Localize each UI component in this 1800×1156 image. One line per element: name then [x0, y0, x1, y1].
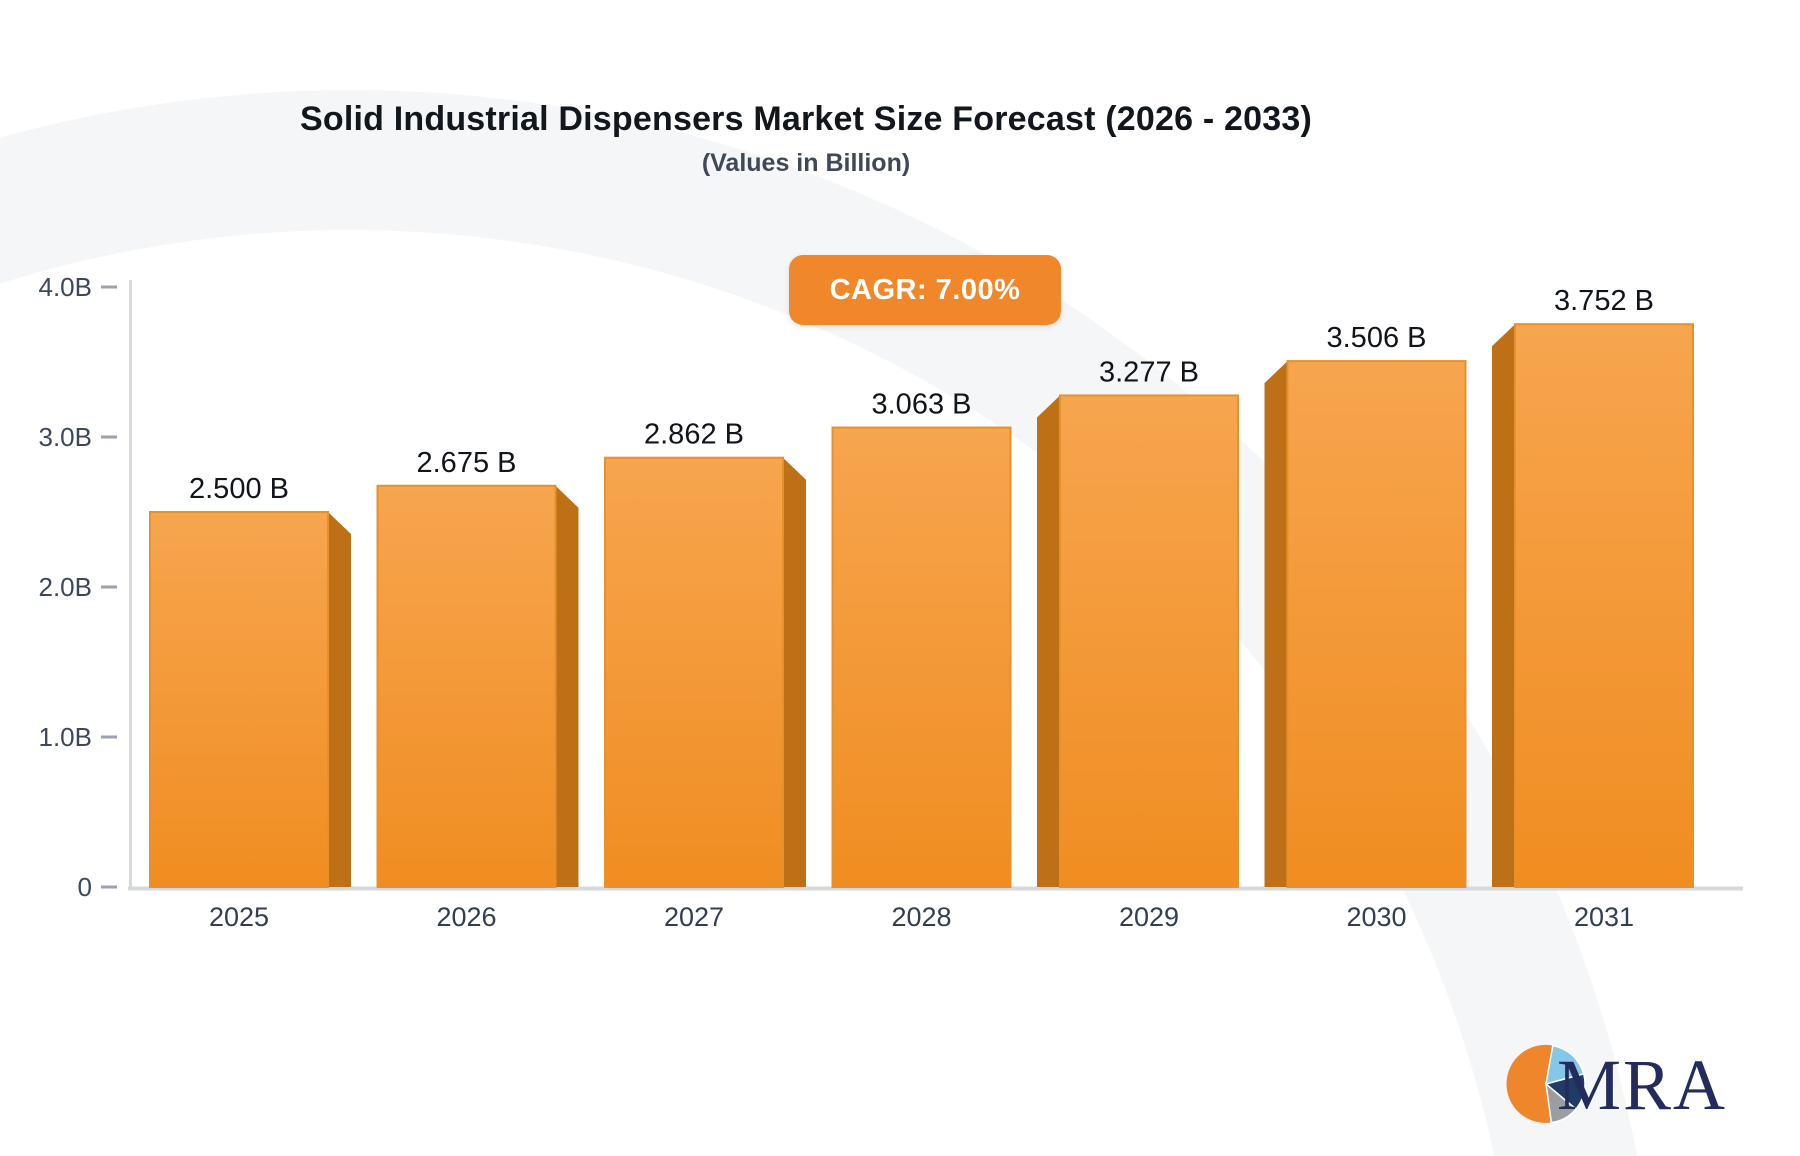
bar-side-panel: [1037, 395, 1060, 887]
x-axis-label: 2030: [1346, 902, 1406, 932]
bar-group-2025: 2.500 B 2025: [149, 473, 351, 932]
bar-face: [1514, 323, 1694, 888]
background-sheen: [0, 90, 1637, 1156]
bar-value-label: 3.506 B: [1327, 322, 1427, 354]
bar-value-label: 2.675 B: [417, 447, 517, 479]
x-axis-label: 2025: [209, 902, 269, 932]
y-tick-label: 0: [78, 872, 92, 902]
bar-side-panel: [1264, 361, 1288, 888]
cagr-badge-label: CAGR: 7.00%: [829, 273, 1021, 306]
bar-face: [149, 511, 329, 888]
bar-face: [1286, 360, 1467, 889]
pie-slice-gray: [1544, 1082, 1577, 1124]
bar-value-label: 2.500 B: [189, 473, 289, 505]
bar-group-2031: 3.752 B 2031: [1492, 285, 1694, 932]
bar-group-2027: 2.862 B 2027: [604, 419, 806, 932]
mra-logo-text: MRA: [1557, 1045, 1727, 1125]
x-axis-label: 2027: [664, 902, 724, 932]
bar-face: [1059, 394, 1239, 888]
x-axis-label: 2028: [891, 902, 951, 932]
y-tick-label: 4.0B: [39, 272, 93, 302]
bar-face: [604, 456, 784, 888]
bar-face: [831, 426, 1012, 888]
bar-group-2029: 3.277 B 2029: [1037, 356, 1239, 932]
chart-subtitle: (Values in Billion): [701, 149, 911, 177]
mra-logo: MRA: [1495, 1038, 1770, 1133]
bar-side-panel: [555, 485, 579, 887]
y-tick-label: 2.0B: [39, 572, 93, 602]
bar-value-label: 2.862 B: [644, 419, 744, 451]
x-axis-label: 2029: [1119, 902, 1179, 932]
y-tick-label: 1.0B: [39, 722, 93, 752]
pie-chart-icon: [1506, 1044, 1586, 1124]
pie-slice-lightblue: [1545, 1044, 1585, 1086]
bar-side-panel: [1492, 324, 1515, 887]
pie-slice-orange: [1506, 1044, 1553, 1123]
bar-side-panel: [328, 512, 351, 887]
chart-header: Solid Industrial Dispensers Market Size …: [0, 98, 1612, 178]
bar-group-2030: 3.506 B 2030: [1264, 322, 1467, 932]
bar-side-panel: [783, 457, 806, 887]
x-axis-label: 2031: [1574, 902, 1634, 932]
bar-value-label: 3.752 B: [1554, 285, 1654, 317]
bar-group-2028: 3.063 B 2028: [831, 389, 1012, 932]
bar-group-2026: 2.675 B 2026: [376, 447, 579, 932]
bar-value-label: 3.063 B: [872, 389, 972, 421]
y-tick-label: 3.0B: [39, 422, 93, 452]
bar-value-label: 3.277 B: [1099, 356, 1199, 388]
cagr-badge: CAGR: 7.00%: [789, 255, 1061, 325]
bar-face: [376, 484, 557, 888]
mra-logo-graphic: MRA: [1506, 1044, 1727, 1125]
chart-title: Solid Industrial Dispensers Market Size …: [299, 100, 1312, 138]
x-axis-label: 2026: [436, 902, 496, 932]
